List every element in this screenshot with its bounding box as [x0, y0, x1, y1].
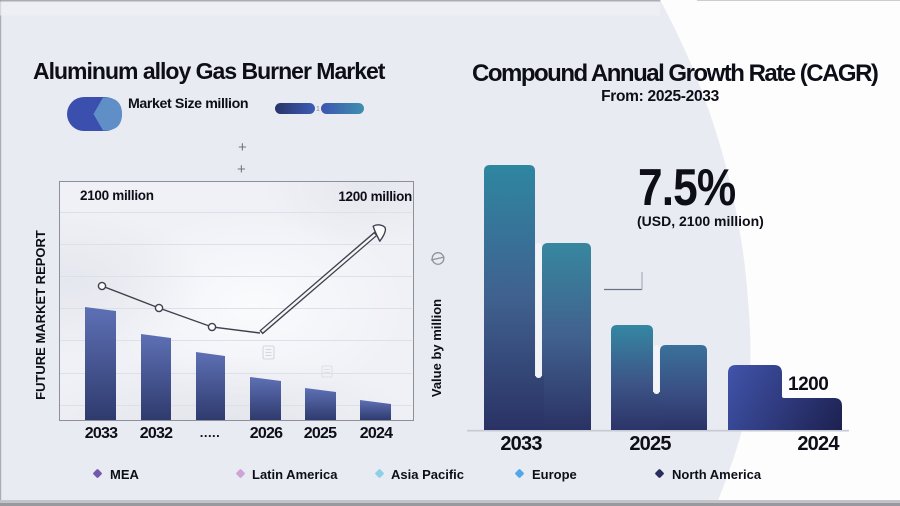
svg-text:1: 1	[316, 106, 320, 113]
